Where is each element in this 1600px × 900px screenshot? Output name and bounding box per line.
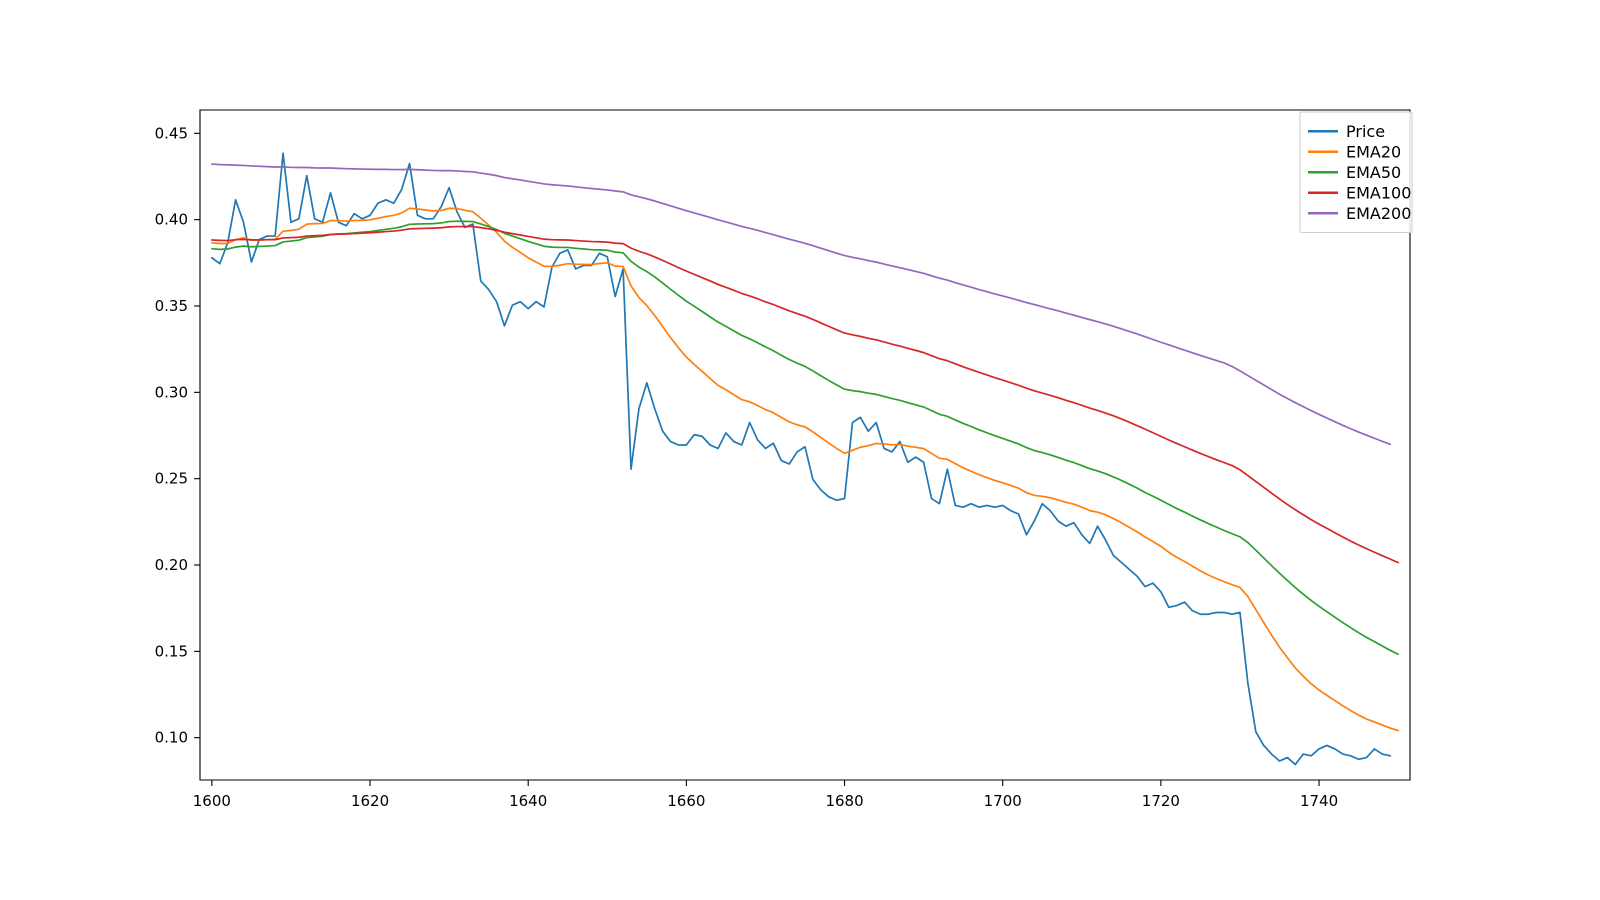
x-tick-label: 1600 [193,792,231,810]
series-lines [211,152,1399,766]
legend-label-ema200[interactable]: EMA200 [1346,204,1411,223]
legend-label-ema50[interactable]: EMA50 [1346,163,1401,182]
y-tick-label: 0.10 [155,729,188,747]
x-tick-label: 1700 [984,792,1022,810]
y-tick-label: 0.15 [155,642,188,660]
y-tick-label: 0.25 [155,470,188,488]
legend-label-price[interactable]: Price [1346,122,1385,141]
x-tick-label: 1660 [667,792,705,810]
series-line-ema100 [211,225,1399,564]
series-line-ema20 [211,207,1399,732]
legend-label-ema100[interactable]: EMA100 [1346,183,1411,202]
x-tick-label: 1740 [1300,792,1338,810]
series-line-ema200 [211,163,1392,446]
y-tick-label: 0.40 [155,211,188,229]
y-tick-label: 0.35 [155,297,188,315]
y-tick-label: 0.30 [155,383,188,401]
y-tick-label: 0.20 [155,556,188,574]
plot-frame [199,109,1411,781]
x-tick-label: 1720 [1142,792,1180,810]
y-tick-label: 0.45 [155,124,188,142]
x-tick-label: 1640 [509,792,547,810]
series-line-ema50 [211,220,1399,656]
legend-label-ema20[interactable]: EMA20 [1346,142,1401,161]
legend-background [1299,111,1413,233]
x-tick-label: 1620 [351,792,389,810]
series-line-price [211,152,1392,766]
axes: 0.10 0.15 0.20 0.25 0.30 0.35 0.40 0.45 1600 1620… [155,109,1411,810]
x-tick-label: 1680 [825,792,863,810]
